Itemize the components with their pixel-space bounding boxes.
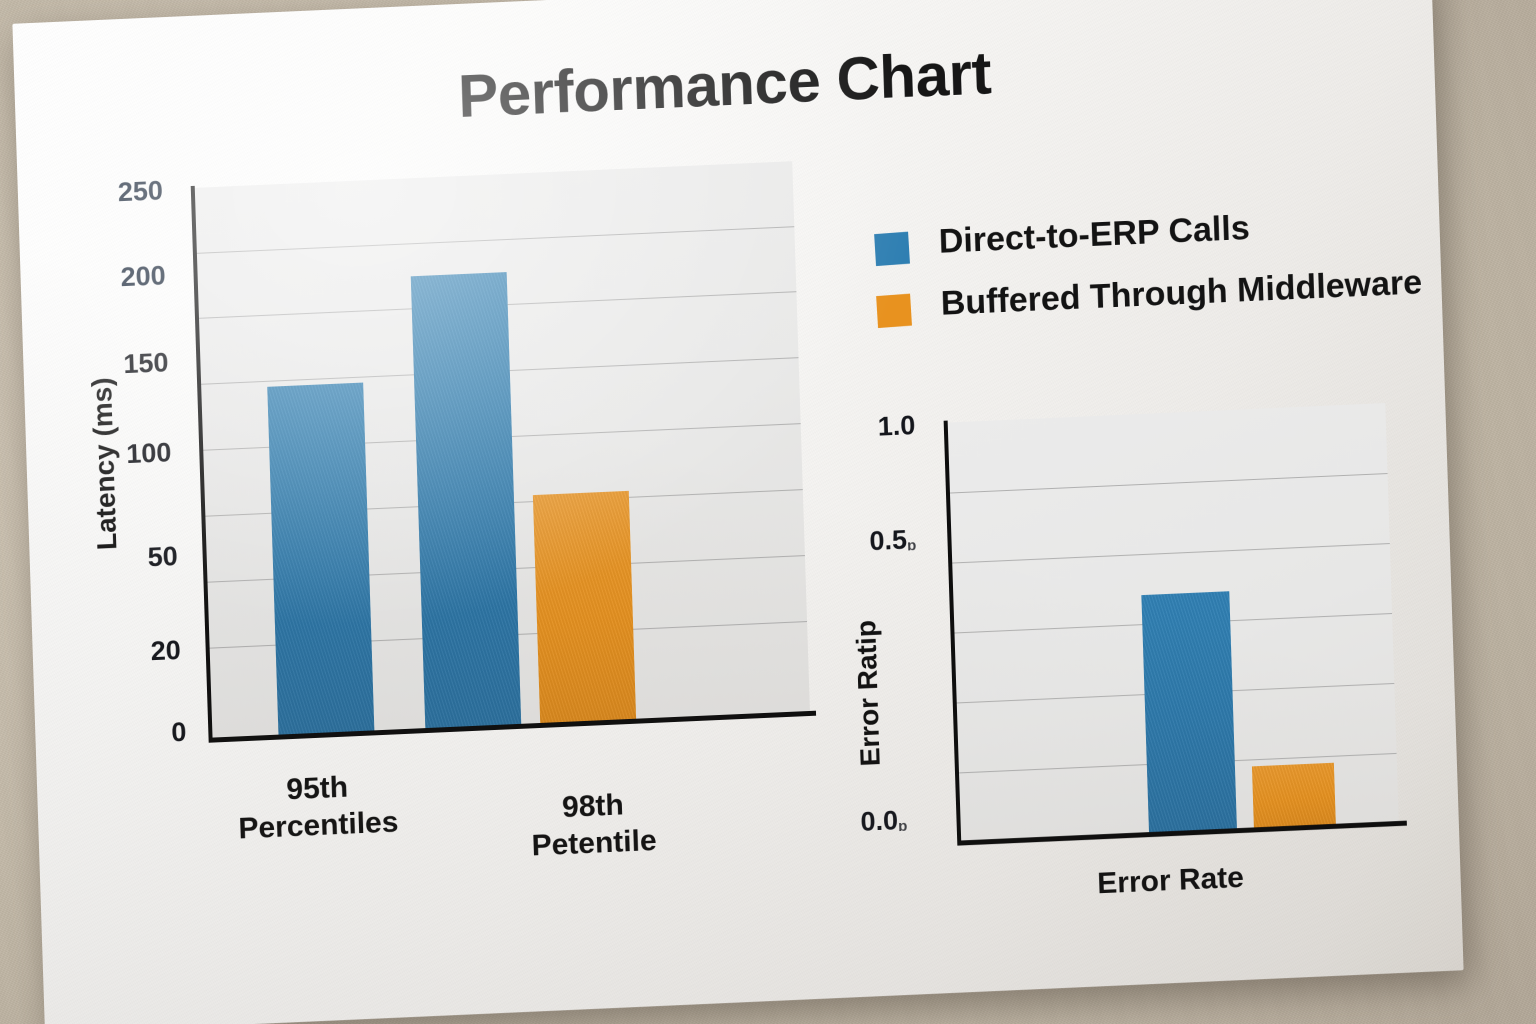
bar-98th-direct: [410, 272, 522, 729]
y-tick-20: 20: [150, 634, 182, 667]
latency-plot-area: [192, 161, 810, 738]
bar-98th-buffered: [532, 490, 637, 724]
error-rate-plot-area: [945, 403, 1399, 843]
chart-content: Performance Chart: [12, 0, 1463, 1024]
latency-y-axis-title: Latency (ms): [85, 376, 123, 551]
error-rate-x-axis-title: Error Rate: [1096, 860, 1245, 901]
bar-95th-direct: [267, 382, 375, 735]
y-tick-250: 250: [117, 175, 164, 208]
gridline: [950, 543, 1390, 564]
error-rate-panel: 1.0 0.5ɒ 0.0ɒ Error Ratip Error Rate: [772, 0, 1464, 1000]
y-tick-1-0: 1.0: [877, 410, 916, 442]
print-artifact-glyph: ɒ: [897, 817, 908, 836]
print-artifact-glyph: ɒ: [906, 537, 917, 555]
error-rate-y-axis-title: Error Ratip: [850, 619, 886, 768]
gridline: [194, 226, 795, 254]
category-label-95th: 95th Percentiles: [237, 770, 399, 846]
latency-panel: 250 200 150 100 50 20 0 Latency (ms) 95t…: [12, 0, 844, 1024]
gridline: [947, 473, 1388, 494]
y-tick-100: 100: [125, 437, 172, 470]
y-tick-50: 50: [147, 540, 179, 573]
y-tick-0-0: 0.0ɒ: [860, 805, 908, 837]
bar-error-buffered: [1251, 762, 1336, 830]
category-label-98th: 98th Petentile: [531, 788, 658, 863]
y-tick-0: 0: [170, 716, 187, 748]
y-tick-150: 150: [122, 347, 169, 380]
y-tick-0-5: 0.5ɒ: [869, 524, 917, 557]
y-tick-200: 200: [120, 260, 167, 293]
bar-error-direct: [1141, 591, 1237, 835]
printed-chart-sheet: Performance Chart: [12, 0, 1464, 1024]
